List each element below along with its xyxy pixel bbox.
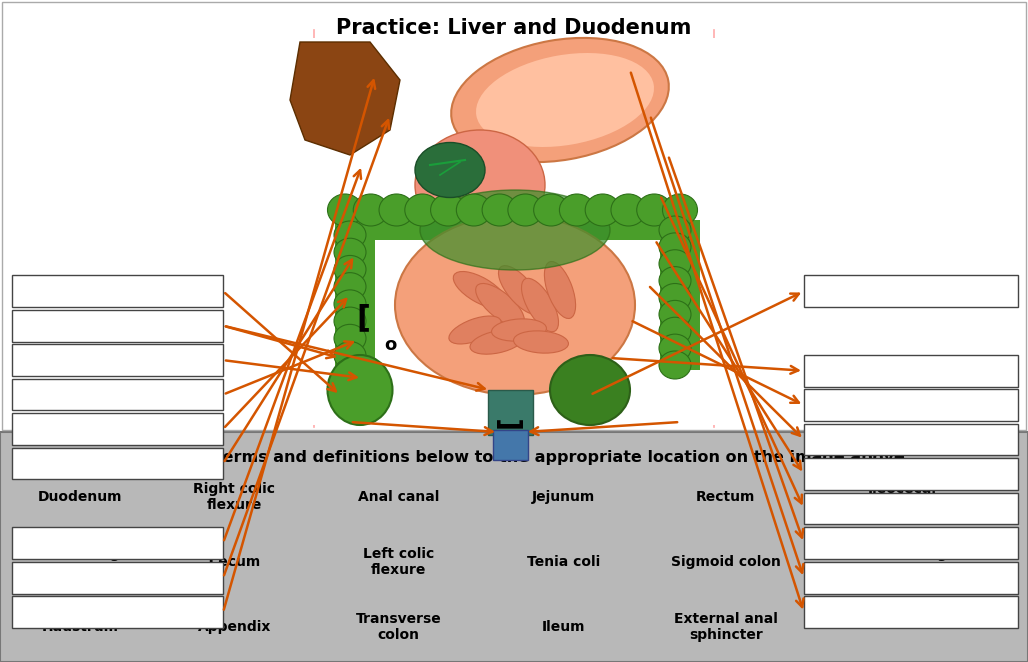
Ellipse shape <box>334 290 366 318</box>
Ellipse shape <box>334 256 366 283</box>
Ellipse shape <box>659 250 691 278</box>
Bar <box>12 413 223 445</box>
Ellipse shape <box>334 359 366 387</box>
Bar <box>335 225 375 395</box>
Text: Transverse
colon: Transverse colon <box>356 612 442 642</box>
Bar <box>335 200 690 240</box>
Ellipse shape <box>456 194 491 226</box>
Ellipse shape <box>659 283 691 312</box>
Bar <box>804 493 1018 524</box>
Ellipse shape <box>334 342 366 369</box>
Ellipse shape <box>662 194 698 226</box>
Ellipse shape <box>453 271 507 308</box>
Bar <box>12 527 223 559</box>
Ellipse shape <box>659 301 691 328</box>
Ellipse shape <box>415 130 545 240</box>
Ellipse shape <box>334 307 366 335</box>
Bar <box>0 432 1028 662</box>
Ellipse shape <box>431 194 466 226</box>
Bar <box>804 389 1018 421</box>
Ellipse shape <box>405 194 440 226</box>
Text: Ileum: Ileum <box>542 620 585 634</box>
Bar <box>12 596 223 628</box>
Ellipse shape <box>508 194 543 226</box>
Ellipse shape <box>334 221 366 249</box>
Bar <box>804 596 1018 628</box>
Ellipse shape <box>334 324 366 352</box>
Bar <box>12 310 223 342</box>
Ellipse shape <box>395 215 635 395</box>
Ellipse shape <box>659 317 691 346</box>
Ellipse shape <box>585 194 620 226</box>
Text: External anal
sphincter: External anal sphincter <box>673 612 778 642</box>
Ellipse shape <box>659 351 691 379</box>
Bar <box>12 448 223 479</box>
Polygon shape <box>290 42 400 155</box>
Ellipse shape <box>545 261 576 318</box>
Ellipse shape <box>334 238 366 266</box>
Text: Appendix: Appendix <box>197 620 271 634</box>
Text: Cecum: Cecum <box>209 555 260 569</box>
Ellipse shape <box>659 334 691 362</box>
Bar <box>804 527 1018 559</box>
Bar <box>804 275 1018 307</box>
Ellipse shape <box>334 376 366 404</box>
Bar <box>12 344 223 376</box>
Ellipse shape <box>611 194 646 226</box>
Text: [: [ <box>495 416 524 428</box>
Ellipse shape <box>659 233 691 261</box>
Ellipse shape <box>328 355 393 425</box>
Text: Duodenum: Duodenum <box>38 490 122 504</box>
Bar <box>488 390 533 435</box>
Ellipse shape <box>559 194 594 226</box>
Text: Descending
colon: Descending colon <box>857 547 948 577</box>
Ellipse shape <box>354 194 389 226</box>
Ellipse shape <box>491 319 547 341</box>
Bar <box>12 275 223 307</box>
Ellipse shape <box>379 194 414 226</box>
Bar <box>660 220 700 370</box>
Bar <box>804 458 1018 490</box>
Bar <box>12 562 223 594</box>
Ellipse shape <box>550 355 630 425</box>
Text: Right colic
flexure: Right colic flexure <box>193 482 276 512</box>
Ellipse shape <box>470 330 524 354</box>
Text: Left colic
flexure: Left colic flexure <box>363 547 435 577</box>
Ellipse shape <box>534 194 568 226</box>
Bar <box>12 379 223 410</box>
Ellipse shape <box>521 278 558 332</box>
Text: Rectum: Rectum <box>696 490 756 504</box>
Text: o: o <box>383 336 396 354</box>
Text: Ileocecal
junction: Ileocecal junction <box>868 482 938 512</box>
Ellipse shape <box>451 38 669 162</box>
Text: Anal canal: Anal canal <box>358 490 440 504</box>
Bar <box>804 562 1018 594</box>
Ellipse shape <box>449 316 501 344</box>
Bar <box>2 2 1026 430</box>
Ellipse shape <box>476 53 654 147</box>
Ellipse shape <box>482 194 517 226</box>
Bar <box>295 38 735 425</box>
Ellipse shape <box>328 194 363 226</box>
Ellipse shape <box>420 190 610 270</box>
Bar <box>804 355 1018 387</box>
Bar <box>804 424 1018 455</box>
Text: Ascending
colon: Ascending colon <box>40 547 120 577</box>
Ellipse shape <box>476 283 524 326</box>
Ellipse shape <box>334 273 366 301</box>
Text: Tenia coli: Tenia coli <box>526 555 600 569</box>
Text: Match the terms and definitions below to the appropriate location on the image a: Match the terms and definitions below to… <box>117 450 911 465</box>
Text: Jejunum: Jejunum <box>531 490 595 504</box>
Bar <box>493 430 528 460</box>
Text: Practice: Liver and Duodenum: Practice: Liver and Duodenum <box>336 18 692 38</box>
Ellipse shape <box>636 194 671 226</box>
Text: [: [ <box>356 303 370 332</box>
Ellipse shape <box>659 267 691 295</box>
Ellipse shape <box>499 265 542 314</box>
Ellipse shape <box>659 216 691 244</box>
Text: Sigmoid colon: Sigmoid colon <box>671 555 780 569</box>
Ellipse shape <box>514 331 568 353</box>
Text: Haustrum: Haustrum <box>42 620 118 634</box>
Ellipse shape <box>415 142 485 197</box>
